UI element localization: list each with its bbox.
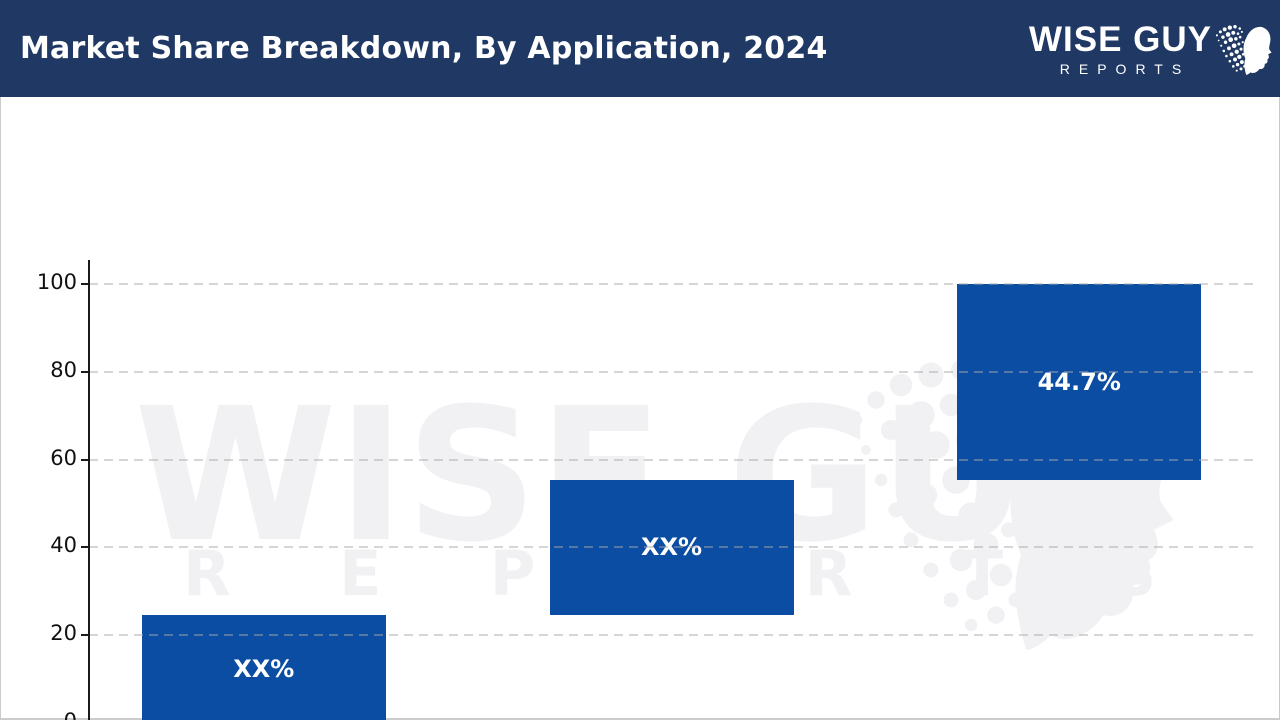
y-tick-label: 60 [50,445,77,470]
wise-guy-reports-logo: WISE GUY REPORTS [1029,0,1272,97]
chart-area: WISE GUY R E P O R T S 020406080100XX%Su… [0,97,1280,720]
y-tick-mark [81,370,89,373]
gridline-y-40 [89,546,1254,549]
logo-text: WISE GUY REPORTS [1029,20,1212,77]
header-bar: Market Share Breakdown, By Application, … [0,0,1280,97]
bar-embroideries: XX% [549,480,794,615]
y-tick-label: 40 [50,533,77,558]
y-tick-label: 0 [5,709,77,720]
gridline-y-80 [89,370,1254,373]
plot-region: 020406080100XX%Surgical SuturesXX%Embroi… [37,260,1254,720]
page-bottom-border [0,718,1280,720]
page-title: Market Share Breakdown, By Application, … [20,31,828,66]
y-axis-line [88,260,90,720]
y-tick-label: 80 [50,357,77,382]
y-tick-label: 20 [50,621,77,646]
bar-value-label: XX% [233,654,295,683]
bar-packaging: 44.7% [957,284,1202,481]
y-tick-mark [81,283,89,286]
bar-surgical-sutures: XX% [141,614,386,720]
gridline-y-20 [89,634,1254,637]
logo-wordmark: WISE GUY [1028,20,1212,59]
logo-head-icon [1198,7,1272,93]
gridline-y-60 [89,458,1254,461]
bar-value-label: XX% [640,533,703,562]
y-tick-mark [81,458,89,461]
logo-subtitle: REPORTS [1059,61,1191,77]
y-tick-mark [81,634,89,637]
gridline-y-100 [89,283,1254,286]
y-tick-label: 100 [36,270,77,295]
y-tick-mark [81,546,89,549]
